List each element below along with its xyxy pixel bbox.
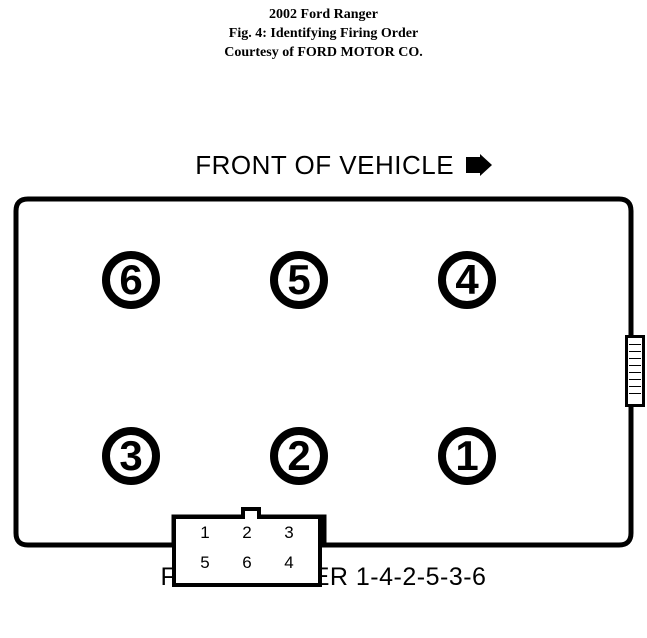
connector-pin-1: 1 [200,523,209,543]
connector-row-1: 1 2 3 [176,519,318,543]
connector-pin-2: 2 [242,523,251,543]
cylinder-4: 4 [438,251,496,309]
firing-order-text: FIRING ORDER 1-4-2-5-3-6 [0,563,647,592]
cylinder-2: 2 [270,427,328,485]
cylinder-5: 5 [270,251,328,309]
connector-pin-5: 5 [200,553,209,573]
cylinder-1: 1 [438,427,496,485]
coil-pack-connector: 1 2 3 5 6 4 [172,515,322,587]
connector-pin-4: 4 [284,553,293,573]
connector-pin-6: 6 [242,553,251,573]
cylinder-3: 3 [102,427,160,485]
connector-tab-icon [241,507,261,519]
header-figure-title: Fig. 4: Identifying Firing Order [0,25,647,44]
firing-order-diagram: FRONT OF VEHICLE 6 5 4 3 2 1 1 2 3 5 [0,150,647,592]
engine-block-outline: 6 5 4 3 2 1 1 2 3 5 6 4 [14,197,633,547]
header-vehicle: 2002 Ford Ranger [0,6,647,25]
arrow-right-icon [466,152,492,183]
connector-row-2: 5 6 4 [176,543,318,573]
header-courtesy: Courtesy of FORD MOTOR CO. [0,44,647,63]
front-label-text: FRONT OF VEHICLE [195,150,454,180]
front-of-vehicle-label: FRONT OF VEHICLE [40,150,647,183]
crank-sensor-icon [625,335,645,407]
connector-pin-3: 3 [284,523,293,543]
figure-header: 2002 Ford Ranger Fig. 4: Identifying Fir… [0,0,647,63]
cylinder-6: 6 [102,251,160,309]
